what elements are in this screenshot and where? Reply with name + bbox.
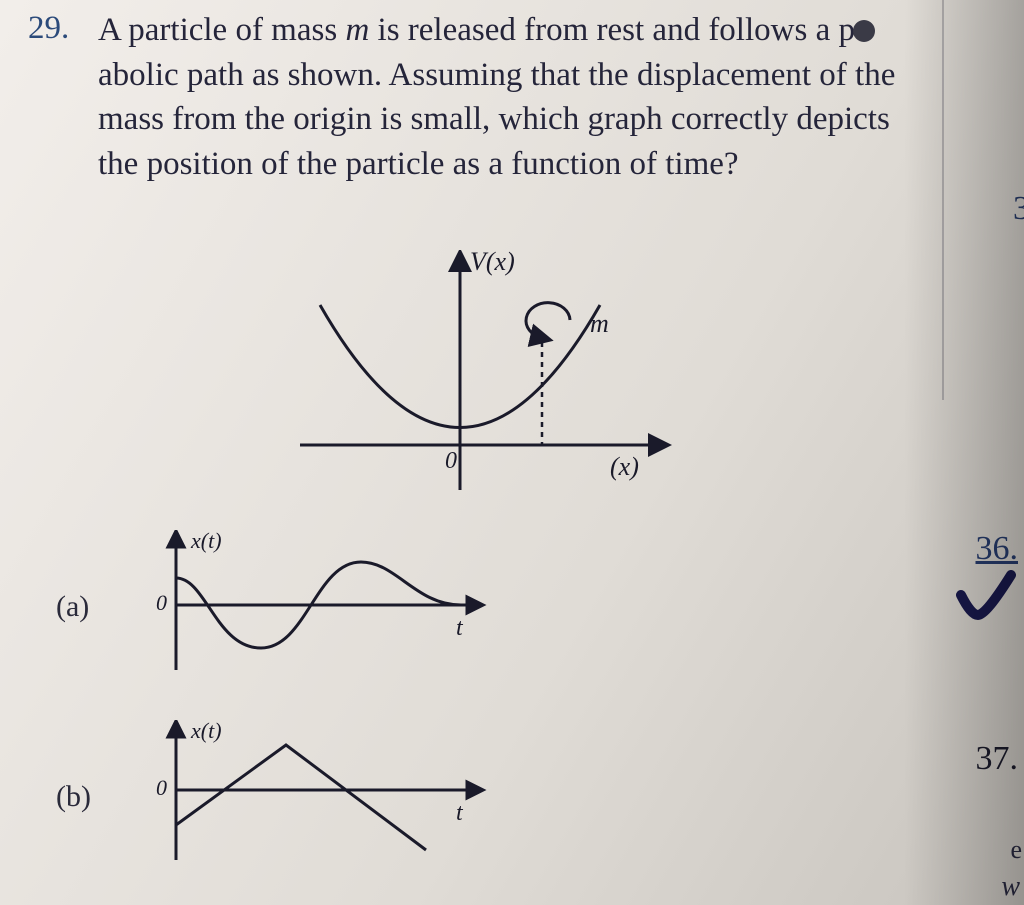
opt-b-origin: 0	[156, 775, 167, 800]
q-text-pre: A particle of mass	[98, 12, 345, 48]
opt-b-ylabel: x(t)	[190, 720, 222, 743]
opt-a-origin: 0	[156, 590, 167, 615]
question-text: A particle of mass m is released from re…	[98, 8, 918, 186]
question-number: 29.	[28, 10, 69, 47]
page: 29. A particle of mass m is released fro…	[0, 0, 1024, 905]
margin-letter-e: e	[1010, 835, 1022, 865]
page-margin-line	[942, 0, 944, 400]
option-a-graph: x(t) 0 t	[116, 530, 516, 710]
option-b-label: (b)	[56, 780, 91, 814]
mass-motion-arrow	[526, 303, 570, 338]
option-a-label: (a)	[56, 590, 89, 624]
option-b-graph: x(t) 0 t	[116, 720, 516, 900]
tick-mark-icon	[956, 570, 1016, 620]
margin-37: 37.	[976, 740, 1019, 778]
ylabel: V(x)	[470, 250, 515, 276]
ink-blot	[853, 20, 875, 42]
xlabel: (x)	[610, 452, 639, 481]
q-text-rest: abolic path as shown. Assuming that the …	[98, 57, 895, 182]
origin-label: 0	[445, 448, 457, 474]
q-text-post: is released from rest and follows a p	[369, 12, 855, 48]
q-text-m: m	[345, 12, 369, 48]
margin-partial-3: 3	[1013, 190, 1024, 228]
opt-b-xlabel: t	[456, 800, 464, 826]
margin-36: 36.	[976, 530, 1019, 568]
potential-graph: V(x) m 0 (x)	[290, 250, 710, 510]
mass-label: m	[590, 309, 609, 338]
opt-b-curve	[176, 745, 426, 850]
opt-a-xlabel: t	[456, 615, 464, 641]
margin-letter-w: w	[1001, 871, 1020, 903]
opt-a-ylabel: x(t)	[190, 530, 222, 553]
